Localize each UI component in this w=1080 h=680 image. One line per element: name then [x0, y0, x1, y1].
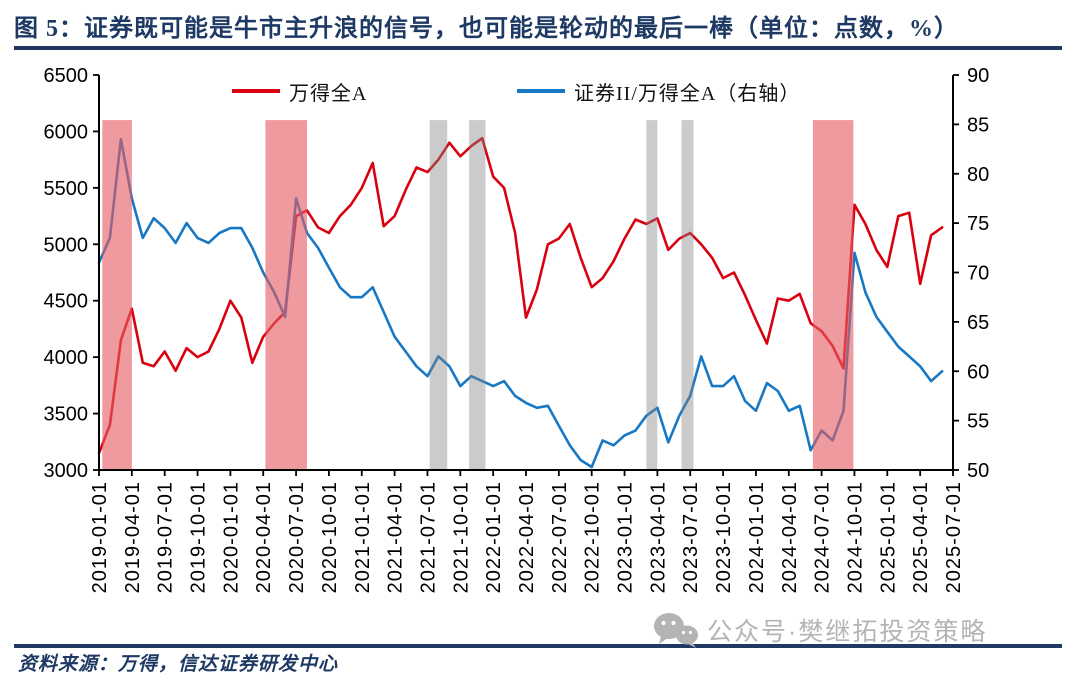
left-tick-label: 4000: [44, 347, 89, 369]
right-tick-label: 85: [967, 114, 989, 136]
left-tick-label: 3000: [44, 460, 89, 482]
left-tick-label: 4500: [44, 291, 89, 313]
x-tick-label: 2024-07-01: [812, 481, 834, 593]
source-note: 资料来源：万得，信达证券研发中心: [18, 654, 339, 675]
x-tick-label: 2022-04-01: [516, 481, 538, 593]
right-tick-label: 55: [967, 411, 989, 433]
left-tick-label: 6500: [44, 65, 89, 87]
x-tick-label: 2019-07-01: [155, 481, 177, 593]
x-tick-label: 2021-10-01: [450, 481, 472, 593]
x-tick-label: 2023-04-01: [647, 481, 669, 593]
series-lines: [97, 136, 944, 469]
x-tick-label: 2020-04-01: [253, 481, 275, 593]
x-tick-label: 2021-04-01: [385, 481, 407, 593]
x-tick-label: 2022-10-01: [582, 481, 604, 593]
title-divider: [14, 46, 1062, 50]
x-tick-label: 2024-04-01: [779, 481, 801, 593]
legend-label-securities-ratio: 证券II/万得全A（右轴）: [574, 82, 801, 105]
x-tick-label: 2019-01-01: [89, 481, 111, 593]
highlight-bands: [102, 120, 854, 470]
x-tick-label: 2022-01-01: [483, 481, 505, 593]
left-tick-label: 5500: [44, 178, 89, 200]
x-tick-label: 2022-07-01: [549, 481, 571, 593]
legend-item-securities-ratio: 证券II/万得全A（右轴）: [517, 79, 801, 105]
x-tick-label: 2023-01-01: [615, 481, 637, 593]
x-tick-label: 2020-01-01: [220, 481, 242, 593]
right-tick-label: 90: [967, 65, 989, 87]
securities-ratio-line: [97, 137, 944, 469]
watermark-text: 公众号·樊继拓投资策略: [707, 618, 988, 646]
pink-band: [812, 120, 854, 470]
x-tick-label: 2025-07-01: [943, 481, 965, 593]
axes: 6500 6000 5500 5000 4500 4000 3500 3000 90 85 80 75…: [44, 65, 990, 593]
gray-band: [681, 120, 694, 470]
right-tick-label: 50: [967, 460, 989, 482]
legend-label-wind-all-a: 万得全A: [289, 82, 368, 105]
x-tick-label: 2020-10-01: [319, 481, 341, 593]
x-tick-label: 2023-07-01: [680, 481, 702, 593]
page-title: 图 5：证券既可能是牛市主升浪的信号，也可能是轮动的最后一棒（单位：点数，%）: [14, 16, 959, 42]
x-tick-label: 2025-01-01: [877, 481, 899, 593]
watermark: 公众号·樊继拓投资策略: [652, 611, 987, 649]
gray-band: [646, 120, 658, 470]
footer-divider: [14, 644, 1062, 648]
x-tick-label: 2024-01-01: [746, 481, 768, 593]
left-tick-label: 5000: [44, 234, 89, 256]
left-tick-label: 6000: [44, 121, 89, 143]
gray-band: [469, 120, 486, 470]
blue-line-swatch: [517, 89, 565, 93]
right-tick-label: 80: [967, 164, 989, 186]
x-tick-label: 2021-01-01: [352, 481, 374, 593]
pink-band: [102, 120, 132, 470]
x-tick-label: 2025-04-01: [910, 481, 932, 593]
x-tick-label: 2020-07-01: [286, 481, 308, 593]
x-tick-label: 2019-10-01: [188, 481, 210, 593]
pink-band: [265, 120, 307, 470]
x-tick-label: 2019-04-01: [122, 481, 144, 593]
right-tick-label: 65: [967, 312, 989, 334]
red-line-swatch: [232, 89, 280, 93]
left-tick-label: 3500: [44, 404, 89, 426]
right-tick-label: 60: [967, 361, 989, 383]
legend-item-wind-all-a: 万得全A: [232, 79, 368, 105]
x-tick-label: 2024-10-01: [844, 481, 866, 593]
wechat-icon: [654, 613, 698, 648]
x-tick-label: 2023-10-01: [713, 481, 735, 593]
dual-axis-line-chart: 6500 6000 5500 5000 4500 4000 3500 3000 90 85 80 75…: [44, 65, 990, 593]
x-tick-label: 2021-07-01: [417, 481, 439, 593]
right-tick-label: 75: [967, 213, 989, 235]
gray-band: [429, 120, 448, 470]
right-tick-label: 70: [967, 263, 989, 285]
wind-all-a-line: [97, 136, 944, 455]
